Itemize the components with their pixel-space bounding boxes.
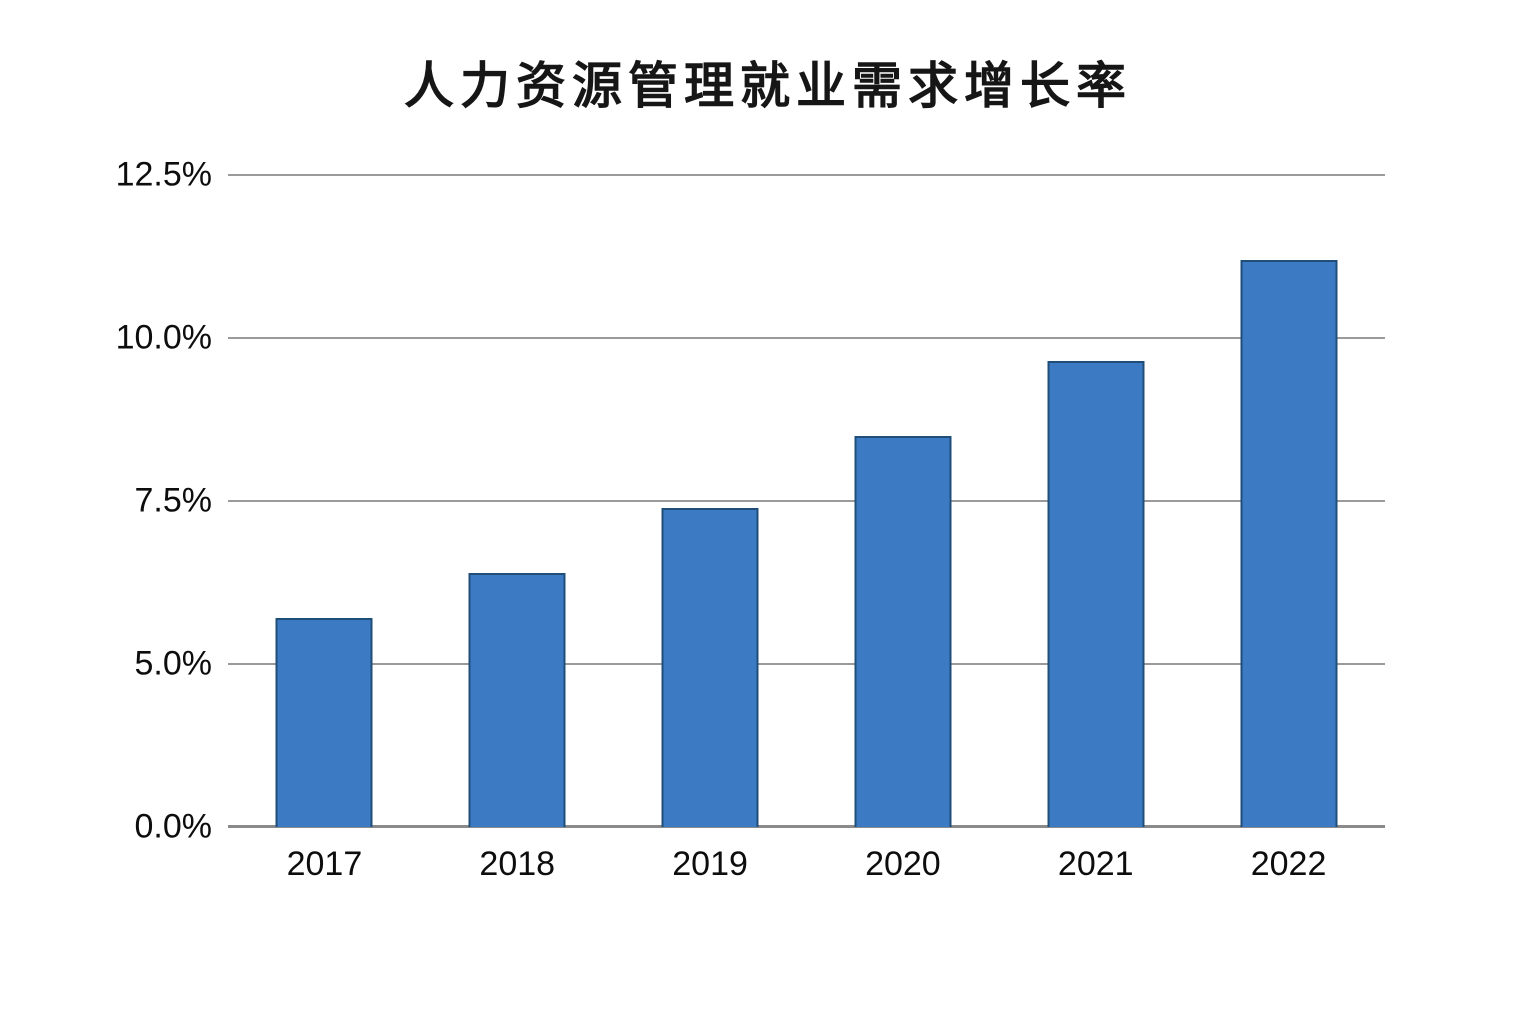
bar-2020 — [854, 435, 952, 827]
bar-2018 — [468, 572, 566, 827]
gridline-7.5% — [228, 500, 1385, 502]
gridline-12.5% — [228, 174, 1385, 176]
bar-2017 — [275, 618, 373, 827]
y-tick-label-5.0%: 5.0% — [134, 644, 213, 683]
x-tick-label-2017: 2017 — [286, 845, 363, 883]
bar-2022 — [1240, 259, 1338, 827]
x-axis-line — [228, 825, 1385, 828]
gridline-5.0% — [228, 663, 1385, 665]
plot-area — [228, 174, 1385, 828]
gridline-10.0% — [228, 337, 1385, 339]
x-tick-label-2021: 2021 — [1057, 845, 1134, 883]
x-tick-label-2022: 2022 — [1250, 845, 1327, 883]
bar-2021 — [1047, 360, 1145, 827]
y-tick-label-7.5%: 7.5% — [134, 481, 213, 520]
y-tick-label-0.0%: 0.0% — [134, 807, 213, 846]
y-tick-label-12.5%: 12.5% — [115, 155, 212, 194]
x-tick-label-2020: 2020 — [865, 845, 941, 883]
x-tick-label-2019: 2019 — [672, 845, 748, 883]
y-tick-label-10.0%: 10.0% — [115, 318, 212, 357]
bar-2019 — [661, 507, 759, 827]
x-tick-label-2018: 2018 — [479, 845, 556, 883]
x-axis-labels: 2017 2018 2019 2020 2021 2022 — [228, 843, 1385, 885]
y-axis-labels: 0.0% 5.0% 7.5% 10.0% 12.5% — [0, 156, 213, 846]
chart-title: 人力资源管理就业需求增长率 — [404, 58, 1132, 114]
